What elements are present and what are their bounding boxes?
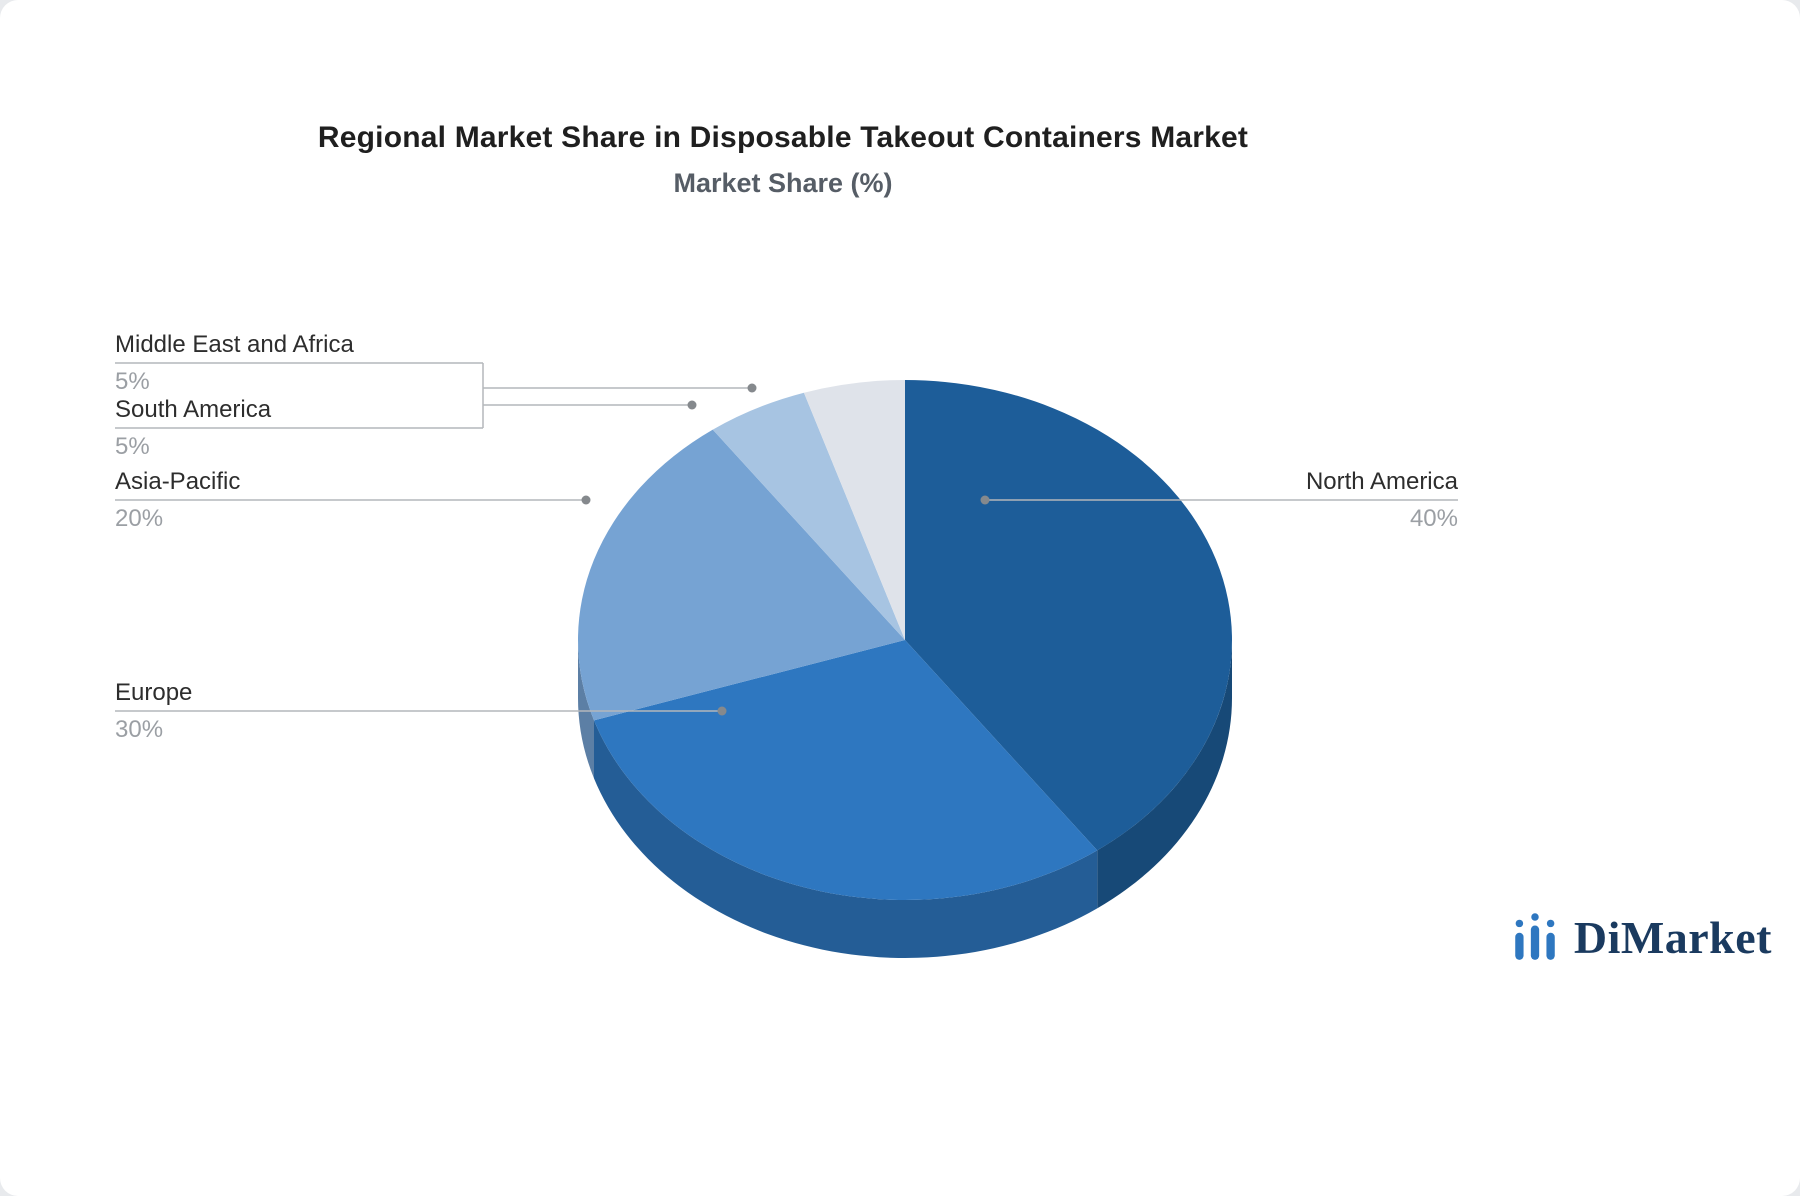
pie-slice-middle-east-and-africa[interactable]	[803, 380, 905, 640]
brand-logo-text: DiMarket	[1573, 912, 1772, 963]
label-connector-dot	[980, 495, 990, 505]
chart-subtitle: Market Share (%)	[673, 168, 893, 198]
bar-chart-icon	[1515, 912, 1555, 960]
pie-slice-side-north-america	[1097, 640, 1232, 909]
pie-slice-europe[interactable]	[594, 640, 1098, 901]
pie-slice-side-europe	[594, 720, 1098, 958]
label-connector-dot	[581, 495, 591, 505]
label-connector-dot	[717, 706, 727, 716]
label-connector-dot	[687, 400, 697, 410]
label-connector-dot	[747, 383, 757, 393]
brand-logo: DiMarket	[1509, 911, 1772, 964]
pie-slice-asia-pacific[interactable]	[578, 429, 905, 721]
pie-slice-side-asia-pacific	[578, 640, 595, 779]
chart-title: Regional Market Share in Disposable Take…	[317, 121, 1249, 154]
pie-slice-south-america[interactable]	[712, 392, 905, 640]
